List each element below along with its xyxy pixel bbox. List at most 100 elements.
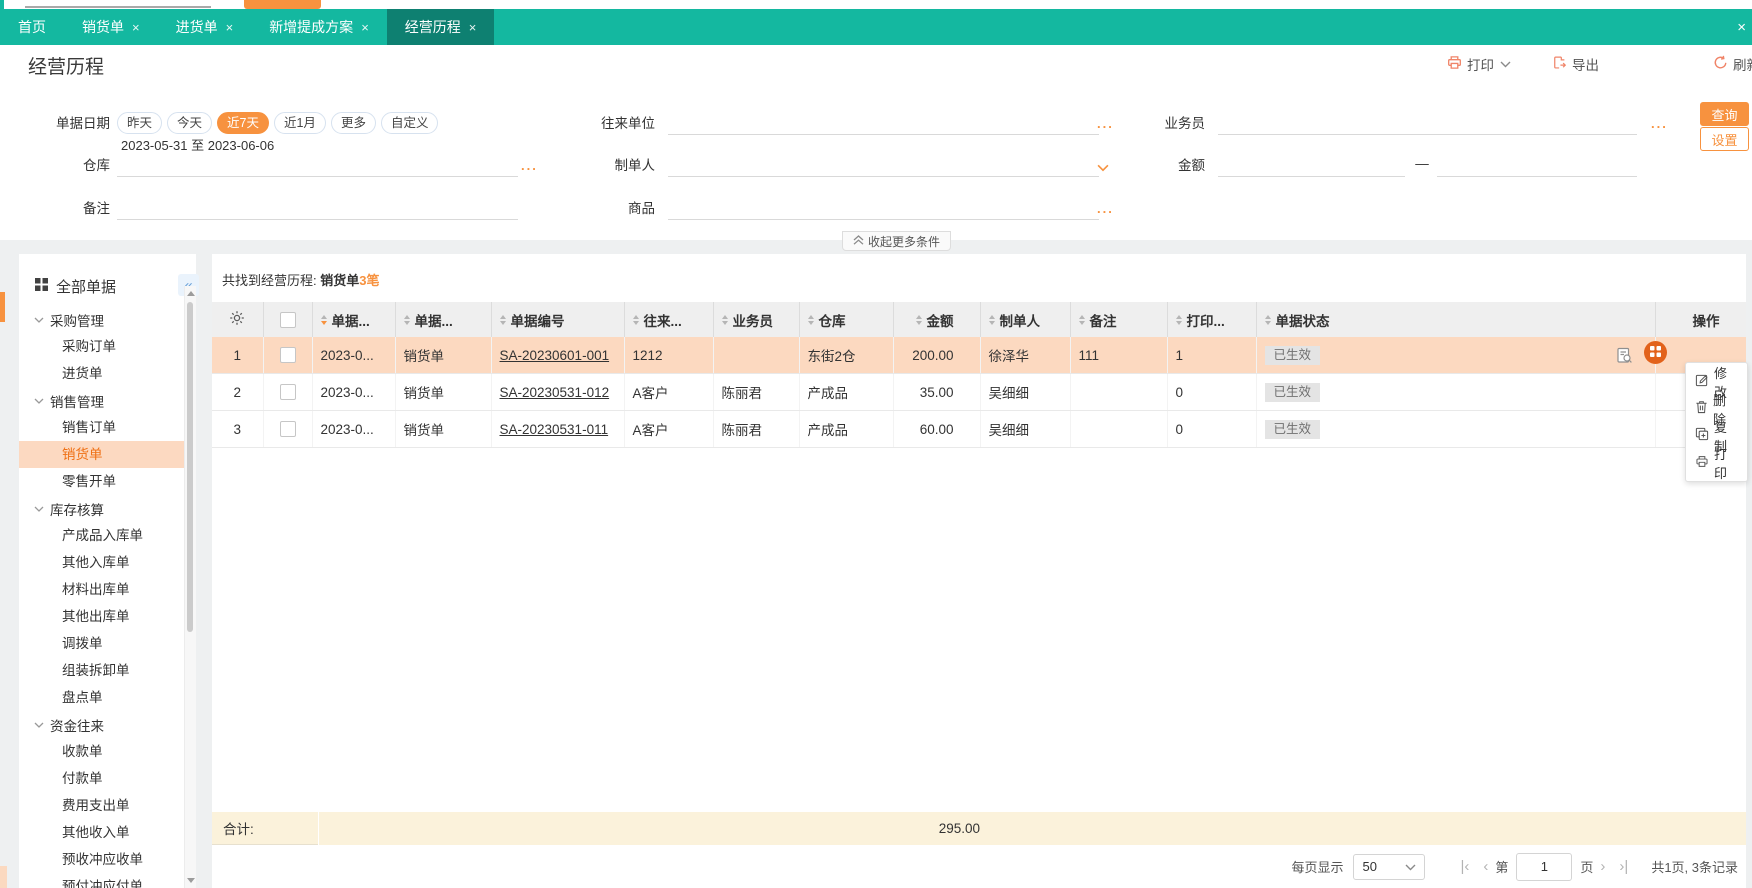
column-header[interactable]: 往来... — [624, 302, 714, 337]
sidebar-item[interactable]: 材料出库单 — [62, 582, 130, 597]
first-page-icon[interactable]: |‹ — [1460, 858, 1470, 875]
document-code-link[interactable]: SA-20230601-001 — [499, 347, 610, 363]
checkbox-icon[interactable] — [279, 421, 296, 438]
sidebar-item[interactable]: 销货单 — [19, 441, 185, 468]
remark-input[interactable] — [117, 195, 518, 220]
column-header[interactable]: 仓库 — [799, 302, 894, 337]
row-checkbox[interactable] — [263, 373, 313, 411]
sidebar-item[interactable]: 预收冲应收单 — [62, 852, 143, 867]
per-page-select[interactable]: 50 — [1353, 853, 1426, 880]
amount-max-input[interactable] — [1437, 152, 1637, 177]
sort-icon[interactable] — [632, 314, 639, 325]
sort-icon[interactable] — [1078, 314, 1085, 325]
sort-icon[interactable] — [403, 314, 410, 325]
sort-icon[interactable] — [1175, 314, 1182, 325]
salesman-more-icon[interactable]: ... — [1651, 116, 1668, 131]
column-header[interactable]: 单据编号 — [491, 302, 625, 337]
amount-min-input[interactable] — [1218, 152, 1405, 177]
date-pill[interactable]: 近1月 — [273, 112, 326, 134]
tab-close-icon[interactable]: × — [132, 19, 140, 35]
column-header[interactable]: 单据... — [395, 302, 492, 337]
tab-item[interactable]: 新增提成方案 × — [251, 9, 387, 45]
column-header[interactable]: 单据... — [312, 302, 396, 337]
sidebar-item[interactable]: 预付冲应付单 — [62, 879, 143, 888]
sort-icon[interactable] — [1264, 314, 1271, 325]
sidebar-group[interactable]: 资金往来 — [19, 711, 185, 738]
export-button[interactable]: 导出 — [1553, 54, 1599, 74]
column-header[interactable]: 单据状态 — [1256, 302, 1656, 337]
date-pill[interactable]: 自定义 — [380, 112, 439, 134]
scroll-down-icon[interactable] — [187, 878, 195, 883]
column-header[interactable]: 制单人 — [980, 302, 1071, 337]
row-checkbox[interactable] — [263, 410, 313, 448]
last-page-icon[interactable]: ›| — [1619, 858, 1629, 875]
creator-input[interactable] — [668, 152, 1099, 177]
partner-input[interactable] — [668, 110, 1099, 135]
tab-close-icon[interactable]: × — [361, 19, 369, 35]
sidebar-group[interactable]: 采购管理 — [19, 306, 185, 333]
column-settings-gear[interactable] — [212, 302, 264, 337]
column-header[interactable]: 备注 — [1070, 302, 1168, 337]
column-header[interactable]: 金额 — [893, 302, 981, 337]
sidebar-item[interactable]: 其他入库单 — [62, 555, 130, 570]
date-pill[interactable]: 昨天 — [117, 112, 163, 134]
scroll-up-icon[interactable] — [187, 291, 195, 296]
page-number-input[interactable]: 1 — [1516, 852, 1573, 881]
sort-icon[interactable] — [721, 314, 728, 325]
tab-item[interactable]: 经营历程 × — [386, 9, 495, 45]
menu-item-0[interactable]: 修改 — [1686, 366, 1747, 400]
sidebar-item[interactable]: 其他收入单 — [62, 825, 130, 840]
creator-chevron-down-icon[interactable] — [1097, 160, 1109, 175]
view-detail-icon[interactable] — [1616, 347, 1633, 367]
goods-input[interactable] — [668, 195, 1099, 220]
sidebar-item[interactable]: 组装拆卸单 — [62, 663, 130, 678]
document-code-link[interactable]: SA-20230531-011 — [499, 421, 609, 437]
collapse-more-button[interactable]: 收起更多条件 — [842, 231, 951, 251]
tabbar-close-icon[interactable]: × — [1737, 18, 1746, 36]
sidebar-item[interactable]: 付款单 — [62, 771, 103, 786]
sidebar-item[interactable]: 盘点单 — [62, 690, 103, 705]
table-row[interactable]: 2 2023-0... 销货单 SA-20230531-012 A客户 陈丽君 产成品 35.… — [212, 373, 1746, 411]
menu-item-3[interactable]: 打印 — [1686, 447, 1747, 481]
tab-item[interactable]: 进货单 × — [158, 9, 252, 45]
tab-item[interactable]: 首页 — [0, 9, 64, 45]
sidebar-item[interactable]: 进货单 — [62, 366, 103, 381]
warehouse-input[interactable] — [117, 152, 518, 177]
sort-icon[interactable] — [807, 314, 814, 325]
sidebar-item[interactable]: 收款单 — [62, 744, 103, 759]
table-row[interactable]: 3 2023-0... 销货单 SA-20230531-011 A客户 陈丽君 产成品 60.… — [212, 410, 1746, 448]
menu-item-2[interactable]: 复制 — [1686, 420, 1747, 454]
table-row[interactable]: 1 2023-0... 销货单 SA-20230601-001 1212 东街2仓 200.… — [212, 337, 1746, 374]
sidebar-group[interactable]: 销售管理 — [19, 387, 185, 414]
sidebar-item[interactable]: 销售订单 — [62, 420, 116, 435]
sidebar-group[interactable]: 库存核算 — [19, 495, 185, 522]
sort-icon[interactable] — [320, 314, 327, 325]
select-all-checkbox[interactable] — [263, 302, 313, 337]
menu-item-1[interactable]: 删除 — [1686, 393, 1747, 427]
refresh-button[interactable]: 刷新 — [1713, 54, 1752, 74]
more-actions-button[interactable] — [1644, 341, 1667, 364]
settings-button[interactable]: 设置 — [1700, 127, 1749, 151]
checkbox-icon[interactable] — [279, 384, 296, 401]
sidebar-item[interactable]: 费用支出单 — [62, 798, 130, 813]
tab-close-icon[interactable]: × — [468, 19, 477, 35]
checkbox-icon[interactable] — [279, 311, 296, 328]
sort-icon[interactable] — [499, 314, 506, 325]
next-page-icon[interactable]: › — [1600, 858, 1606, 875]
tab-close-icon[interactable]: × — [225, 19, 234, 35]
column-header[interactable]: 打印... — [1167, 302, 1257, 337]
query-button[interactable]: 查询 — [1700, 102, 1749, 126]
prev-page-icon[interactable]: ‹ — [1483, 858, 1489, 875]
warehouse-more-icon[interactable]: ... — [521, 158, 538, 173]
sidebar-scrollbar[interactable] — [184, 286, 196, 888]
sidebar-item[interactable]: 其他出库单 — [62, 609, 130, 624]
date-pill[interactable]: 今天 — [167, 112, 213, 134]
sidebar-item[interactable]: 调拨单 — [62, 636, 103, 651]
sidebar-item[interactable]: 产成品入库单 — [62, 528, 143, 543]
tab-item[interactable]: 销货单 × — [64, 9, 158, 45]
checkbox-icon[interactable] — [279, 347, 296, 364]
column-header[interactable]: 业务员 — [713, 302, 800, 337]
date-pill[interactable]: 近7天 — [217, 112, 269, 134]
sort-icon[interactable] — [915, 314, 922, 325]
document-code-link[interactable]: SA-20230531-012 — [499, 384, 610, 400]
